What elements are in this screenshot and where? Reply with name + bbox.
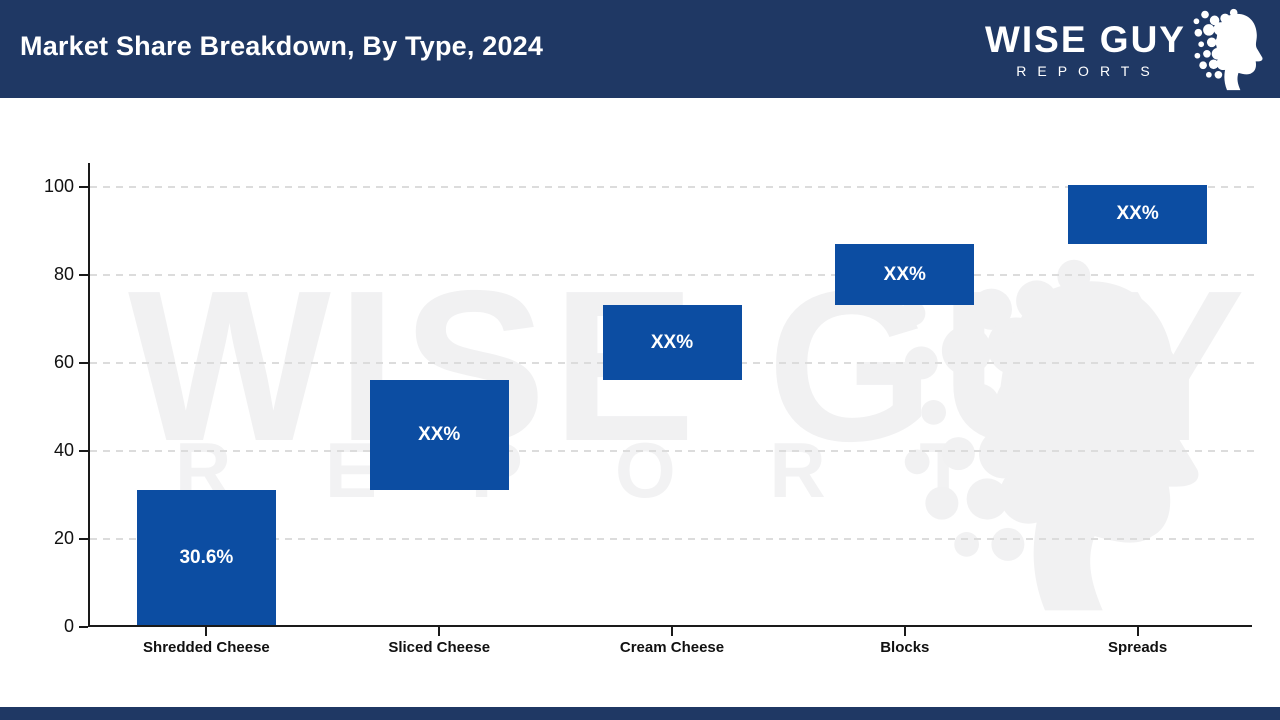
x-tick-label-spreads: Spreads xyxy=(1107,639,1168,656)
plot-region: 0 20 40 60 80 100 Shredded Cheese 30.6% Sliced C… xyxy=(44,163,1254,656)
bar-shredded-cheese: 30.6% xyxy=(136,490,276,625)
bar-value-label-sliced-cheese: XX% xyxy=(418,424,461,446)
brand-wordmark: WISE GUY REPORTS xyxy=(985,21,1186,78)
gridline-y-80 xyxy=(90,274,1254,276)
gridline-y-100 xyxy=(90,186,1254,188)
x-tick-label-shredded-cheese: Shredded Cheese xyxy=(143,639,270,656)
y-tick-label-60: 60 xyxy=(53,352,74,372)
x-tick-label-blocks: Blocks xyxy=(880,639,930,656)
y-tick-label-0: 0 xyxy=(63,616,74,636)
bar-cream-cheese: XX% xyxy=(602,305,742,381)
gridline-y-20 xyxy=(90,538,1254,540)
footer-bar xyxy=(0,707,1280,720)
page-title: Market Share Breakdown, By Type, 2024 xyxy=(20,30,544,61)
x-tick-label-cream-cheese: Cream Cheese xyxy=(619,639,725,656)
x-tick-sliced-cheese xyxy=(438,627,441,636)
brand-logo: WISE GUY REPORTS xyxy=(985,6,1280,92)
y-tick-label-40: 40 xyxy=(53,440,74,460)
y-tick-20 xyxy=(79,538,88,540)
x-tick-cream-cheese xyxy=(671,627,673,636)
gridline-y-40 xyxy=(90,450,1254,452)
y-tick-60 xyxy=(79,362,88,364)
y-tick-100 xyxy=(79,186,88,188)
x-tick-shredded-cheese xyxy=(205,627,208,636)
y-tick-label-100: 100 xyxy=(43,176,74,196)
dotted-head-logo-icon xyxy=(1193,8,1263,91)
y-tick-40 xyxy=(79,450,88,452)
x-tick-blocks xyxy=(903,627,906,636)
bar-spreads: XX% xyxy=(1068,185,1208,244)
chart-area: WISE GUY R E P O R T S 020406080100Shred… xyxy=(0,98,1280,707)
x-tick-label-sliced-cheese: Sliced Cheese xyxy=(388,639,491,656)
x-tick-spreads xyxy=(1136,627,1139,636)
bar-value-label-cream-cheese: XX% xyxy=(650,331,694,353)
y-tick-80 xyxy=(79,274,88,276)
y-tick-0 xyxy=(79,626,88,628)
brand-name: WISE GUY xyxy=(984,18,1186,60)
bar-blocks: XX% xyxy=(835,243,975,306)
brand-subtitle: REPORTS xyxy=(1016,62,1161,79)
header-bar: Market Share Breakdown, By Type, 2024 WI… xyxy=(0,0,1280,98)
bar-value-label-shredded-cheese: 30.6% xyxy=(179,546,234,568)
bar-value-label-blocks: XX% xyxy=(883,263,926,285)
y-tick-label-20: 20 xyxy=(53,528,74,548)
bar-sliced-cheese: XX% xyxy=(369,380,509,491)
y-tick-label-80: 80 xyxy=(53,264,74,284)
bar-value-label-spreads: XX% xyxy=(1116,203,1159,225)
